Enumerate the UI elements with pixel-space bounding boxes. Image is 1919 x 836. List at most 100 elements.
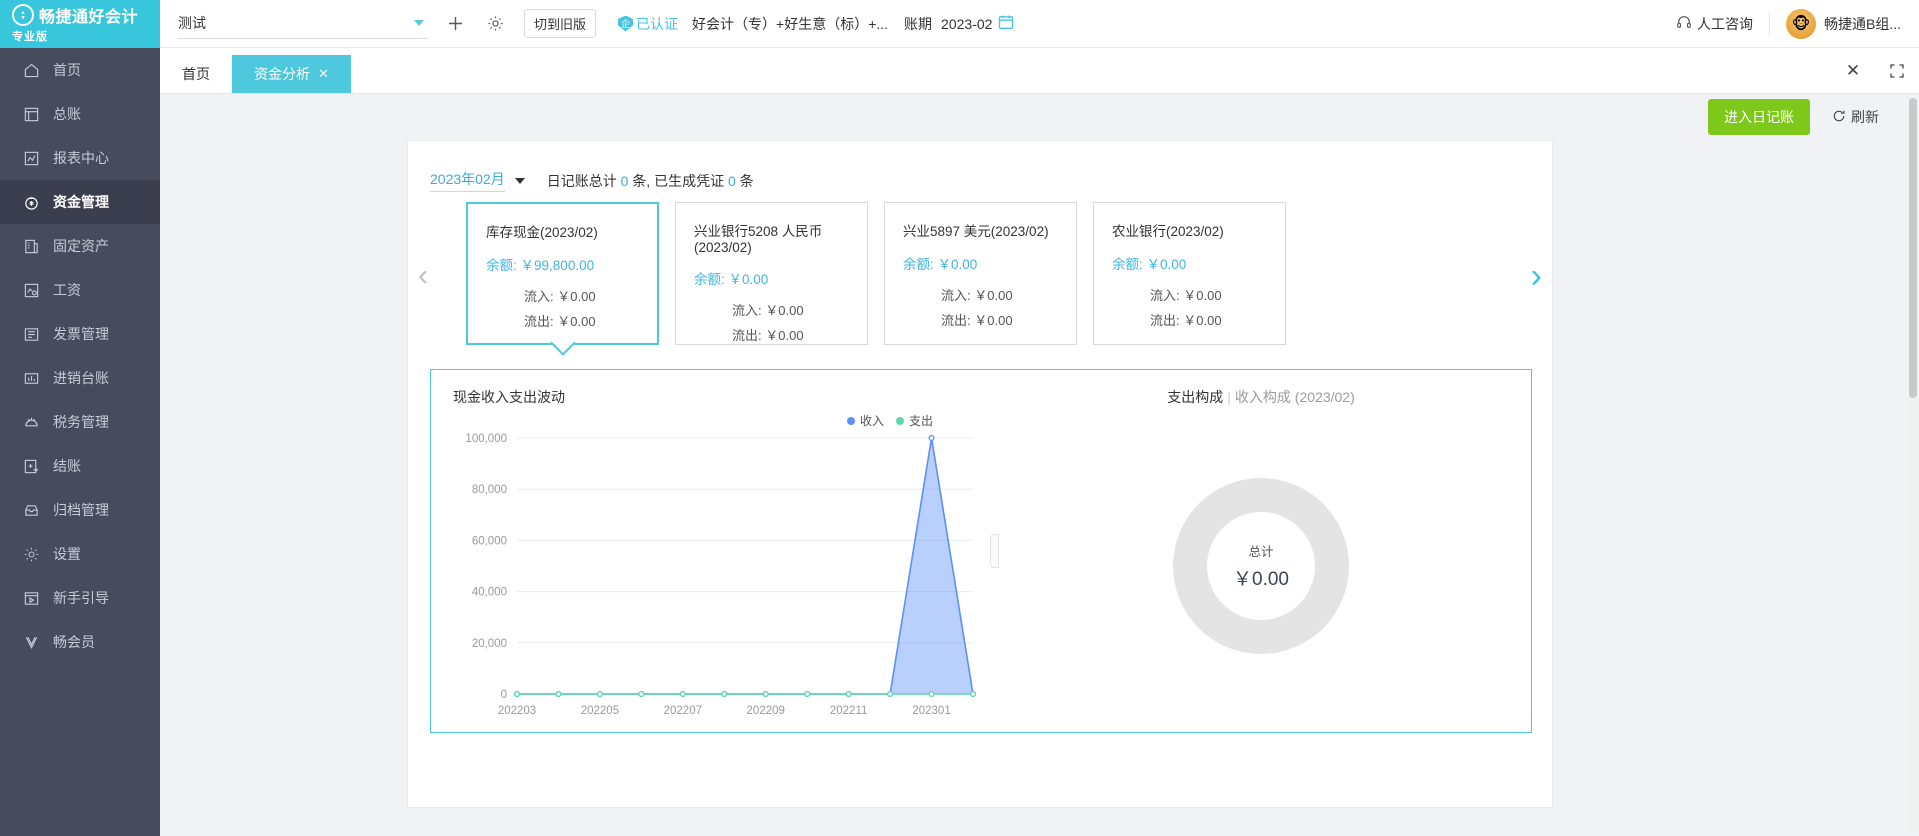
svg-text:202301: 202301: [912, 705, 950, 717]
calendar-icon[interactable]: [998, 14, 1014, 34]
ledger-icon: [22, 105, 40, 123]
account-card-balance: 余额: ￥0.00: [1112, 253, 1285, 273]
pie-title-income[interactable]: 收入构成: [1234, 389, 1291, 405]
composition-pie-chart: 支出构成 | 收入构成 (2023/02) 总计 ￥0.00: [991, 370, 1531, 732]
sidebar-item-vip-member[interactable]: 畅会员: [0, 620, 160, 664]
chevron-down-icon: [414, 20, 424, 26]
chart-title: 现金收入支出波动: [453, 389, 565, 405]
sidebar-item-archive-management[interactable]: 归档管理: [0, 488, 160, 532]
donut-ring: 总计 ￥0.00: [1173, 478, 1349, 654]
pie-title-expense[interactable]: 支出构成: [1167, 389, 1224, 405]
fullscreen-icon[interactable]: [1875, 48, 1919, 94]
gear-icon[interactable]: [482, 11, 508, 37]
refresh-label: 刷新: [1851, 109, 1879, 125]
account-card[interactable]: 兴业5897 美元(2023/02) 余额: ￥0.00 流入: ￥0.00 流…: [884, 202, 1077, 345]
tab-bar-actions: ✕: [1831, 48, 1919, 94]
tab-bar: 首页 资金分析 ✕ ✕: [160, 48, 1919, 94]
money-bag-icon: [22, 193, 40, 211]
sidebar-item-beginner-guide[interactable]: 新手引导: [0, 576, 160, 620]
tab-close-icon[interactable]: ✕: [318, 66, 329, 81]
outflow-label: 流出:: [524, 314, 554, 329]
sidebar-item-label: 资金管理: [53, 194, 109, 210]
sidebar-item-label: 归档管理: [53, 502, 109, 518]
tax-icon: [22, 413, 40, 431]
inflow-value: ￥0.00: [557, 289, 596, 304]
svg-text:100,000: 100,000: [465, 433, 507, 445]
checkout-icon: [22, 457, 40, 475]
top-bar: 畅捷通好会计 专业版 测试 切到旧版 企 已认证 好会计（专）+好生意（标）+.…: [0, 0, 1919, 48]
user-name: 畅捷通B组...: [1823, 15, 1901, 32]
inflow-label: 流入:: [941, 288, 971, 303]
legend-item-expense[interactable]: 支出: [895, 412, 933, 429]
archive-icon: [22, 501, 40, 519]
sidebar-item-tax-management[interactable]: 税务管理: [0, 400, 160, 444]
donut-center: 总计 ￥0.00: [1207, 512, 1315, 620]
switch-old-version-button[interactable]: 切到旧版: [524, 9, 597, 38]
sidebar-item-payroll[interactable]: 工资: [0, 268, 160, 312]
chevron-left-icon[interactable]: ‹: [418, 259, 428, 292]
sidebar-item-label: 工资: [53, 282, 81, 298]
outflow-label: 流出:: [941, 313, 971, 328]
panel-header: 2023年02月 日记账总计 0 条, 已生成凭证 0 条: [408, 141, 1552, 192]
balance-value: ￥0.00: [728, 272, 769, 287]
sidebar-item-label: 固定资产: [53, 238, 109, 254]
svg-text:20,000: 20,000: [472, 638, 507, 650]
account-card-flows: 流入: ￥0.00 流出: ￥0.00: [694, 300, 867, 344]
journal-summary: 日记账总计 0 条, 已生成凭证 0 条: [547, 171, 754, 191]
legend-item-income[interactable]: 收入: [846, 412, 884, 429]
tab-fund-analysis[interactable]: 资金分析 ✕: [232, 55, 351, 93]
divider: [1768, 12, 1770, 35]
account-card[interactable]: 农业银行(2023/02) 余额: ￥0.00 流入: ￥0.00 流出: ￥0…: [1093, 202, 1286, 345]
charts-container: 现金收入支出波动 收入 支出 0 20,000 40,000 60,000 80,000…: [430, 369, 1532, 733]
month-picker[interactable]: 2023年02月: [430, 169, 505, 192]
gear-icon: [22, 545, 40, 563]
enter-journal-button[interactable]: 进入日记账: [1708, 99, 1810, 135]
svg-text:202207: 202207: [664, 705, 702, 717]
account-card-flows: 流入: ￥0.00 流出: ￥0.00: [903, 285, 1076, 329]
inflow-label: 流入:: [1150, 288, 1180, 303]
account-set-select[interactable]: 测试: [178, 9, 428, 39]
tab-label: 首页: [182, 66, 210, 82]
invoice-icon: [22, 325, 40, 343]
sidebar-item-home[interactable]: 首页: [0, 48, 160, 92]
headset-icon: [1676, 14, 1692, 33]
account-card[interactable]: 兴业银行5208 人民币(2023/02) 余额: ￥0.00 流入: ￥0.0…: [675, 202, 868, 345]
inflow-label: 流入:: [524, 289, 554, 304]
account-card[interactable]: 库存现金(2023/02) 余额: ￥99,800.00 流入: ￥0.00 流…: [466, 202, 659, 345]
sidebar: 首页 总账 报表中心 资金管理 固定资产 工资 发票管理: [0, 48, 160, 836]
donut-total-value: ￥0.00: [1233, 569, 1289, 590]
chevron-right-icon[interactable]: ›: [1530, 257, 1542, 295]
sidebar-item-general-ledger[interactable]: 总账: [0, 92, 160, 136]
svg-text:202203: 202203: [498, 705, 536, 717]
content-area: 首页 资金分析 ✕ ✕ 进入日记账 刷新: [160, 48, 1919, 836]
outflow-value: ￥0.00: [974, 313, 1013, 328]
sidebar-item-report-center[interactable]: 报表中心: [0, 136, 160, 180]
user-menu[interactable]: 🐵 畅捷通B组...: [1785, 8, 1901, 39]
building-icon: [22, 237, 40, 255]
refresh-button[interactable]: 刷新: [1832, 107, 1879, 127]
scrollbar-thumb[interactable]: [1909, 98, 1917, 398]
sidebar-item-settings[interactable]: 设置: [0, 532, 160, 576]
account-card-title: 农业银行(2023/02): [1112, 224, 1224, 239]
sidebar-item-label: 首页: [53, 62, 81, 78]
account-card-title: 兴业5897 美元(2023/02): [903, 224, 1049, 239]
sidebar-item-invoice-management[interactable]: 发票管理: [0, 312, 160, 356]
chart-resize-handle[interactable]: [990, 534, 999, 568]
tab-home[interactable]: 首页: [160, 55, 232, 93]
payroll-icon: [22, 281, 40, 299]
refresh-icon: [1832, 109, 1846, 126]
sidebar-item-purchase-sales-ledger[interactable]: 进销台账: [0, 356, 160, 400]
sidebar-item-closing[interactable]: 结账: [0, 444, 160, 488]
account-cards-carousel: ‹ › 库存现金(2023/02) 余额: ￥99,800.00 流入: ￥0.…: [408, 202, 1552, 350]
inflow-value: ￥0.00: [765, 303, 804, 318]
sidebar-item-fixed-assets[interactable]: 固定资产: [0, 224, 160, 268]
caret-down-icon[interactable]: [514, 177, 525, 184]
vertical-scrollbar[interactable]: [1909, 98, 1917, 834]
period-value[interactable]: 2023-02: [941, 15, 993, 32]
verified-badge: 企 已认证: [618, 14, 678, 34]
close-icon[interactable]: ✕: [1845, 61, 1861, 80]
plus-icon[interactable]: [442, 11, 468, 37]
sidebar-item-fund-management[interactable]: 资金管理: [0, 180, 160, 224]
support-button[interactable]: 人工咨询: [1676, 14, 1753, 34]
account-card-balance: 余额: ￥99,800.00: [486, 254, 657, 274]
